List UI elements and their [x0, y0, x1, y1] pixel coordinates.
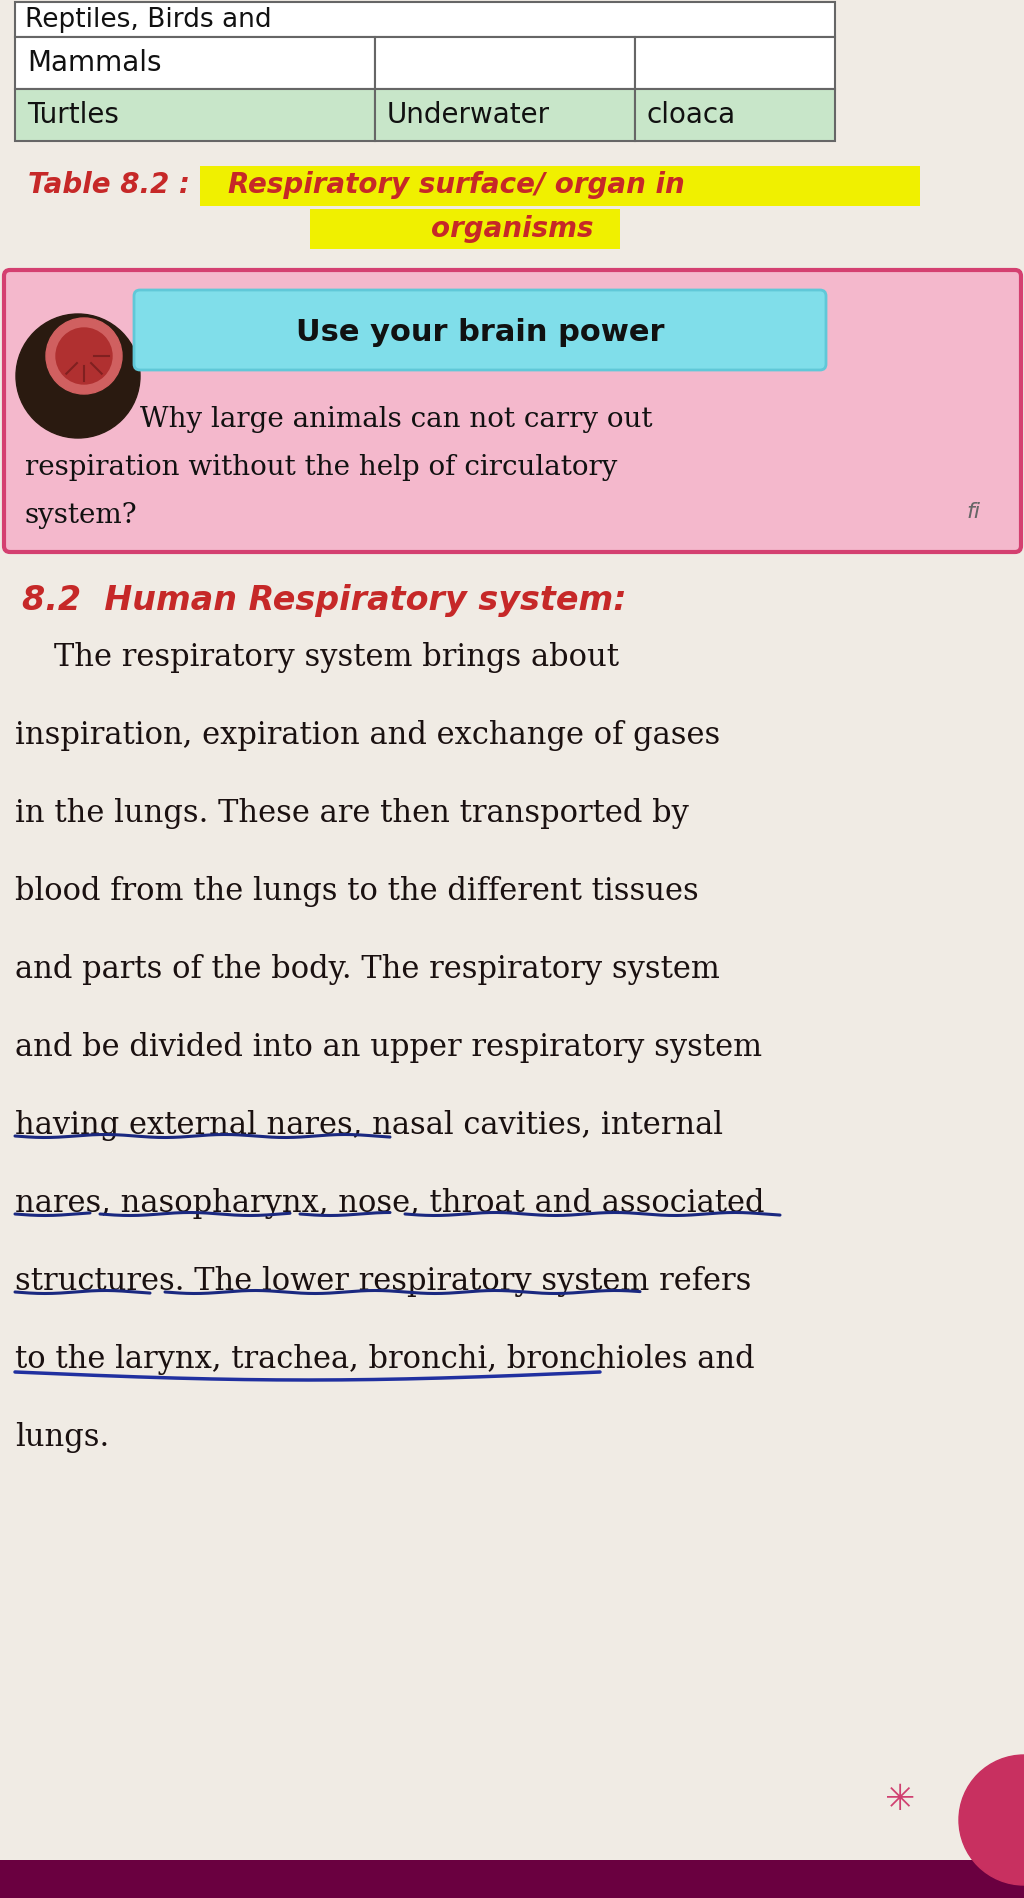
Text: respiration without the help of circulatory: respiration without the help of circulat…: [25, 454, 617, 480]
Text: Table 8.2 :: Table 8.2 :: [28, 171, 200, 199]
Text: nares, nasopharynx, nose, throat and associated: nares, nasopharynx, nose, throat and ass…: [15, 1188, 765, 1219]
Bar: [200, 165, 920, 207]
Text: and be divided into an upper respiratory system: and be divided into an upper respiratory…: [15, 1033, 762, 1063]
Text: Mammals: Mammals: [27, 49, 162, 78]
Text: structures. The lower respiratory system refers: structures. The lower respiratory system…: [15, 1266, 752, 1296]
Text: organisms: organisms: [431, 214, 593, 243]
Bar: [15, 2, 835, 36]
FancyBboxPatch shape: [134, 290, 826, 370]
Bar: [15, 89, 375, 140]
Text: system?: system?: [25, 501, 137, 530]
Text: inspiration, expiration and exchange of gases: inspiration, expiration and exchange of …: [15, 719, 720, 752]
Bar: [635, 36, 835, 89]
Text: and parts of the body. The respiratory system: and parts of the body. The respiratory s…: [15, 955, 720, 985]
Text: 8.2  Human Respiratory system:: 8.2 Human Respiratory system:: [22, 585, 627, 617]
Text: lungs.: lungs.: [15, 1422, 110, 1454]
Text: having external nares, nasal cavities, internal: having external nares, nasal cavities, i…: [15, 1110, 723, 1141]
Circle shape: [56, 328, 112, 383]
Text: Use your brain power: Use your brain power: [296, 317, 665, 347]
Bar: [375, 36, 635, 89]
Circle shape: [16, 313, 140, 438]
Bar: [310, 209, 620, 249]
Bar: [0, 1860, 1024, 1898]
Text: Turtles: Turtles: [27, 101, 119, 129]
Text: to the larynx, trachea, bronchi, bronchioles and: to the larynx, trachea, bronchi, bronchi…: [15, 1344, 755, 1374]
Text: Underwater: Underwater: [387, 101, 550, 129]
FancyBboxPatch shape: [4, 270, 1021, 552]
Bar: [15, 36, 375, 89]
Bar: [375, 89, 635, 140]
Text: blood from the lungs to the different tissues: blood from the lungs to the different ti…: [15, 877, 698, 907]
Text: Why large animals can not carry out: Why large animals can not carry out: [140, 406, 652, 433]
Text: ✳: ✳: [885, 1782, 915, 1816]
Text: cloaca: cloaca: [647, 101, 736, 129]
Text: fi: fi: [966, 501, 980, 522]
Text: Reptiles, Birds and: Reptiles, Birds and: [25, 6, 271, 32]
Bar: [635, 89, 835, 140]
Text: Respiratory surface/ organ in: Respiratory surface/ organ in: [228, 171, 685, 199]
Circle shape: [46, 319, 122, 395]
Text: The respiratory system brings about: The respiratory system brings about: [15, 642, 618, 674]
Circle shape: [959, 1756, 1024, 1885]
Text: in the lungs. These are then transported by: in the lungs. These are then transported…: [15, 797, 689, 829]
